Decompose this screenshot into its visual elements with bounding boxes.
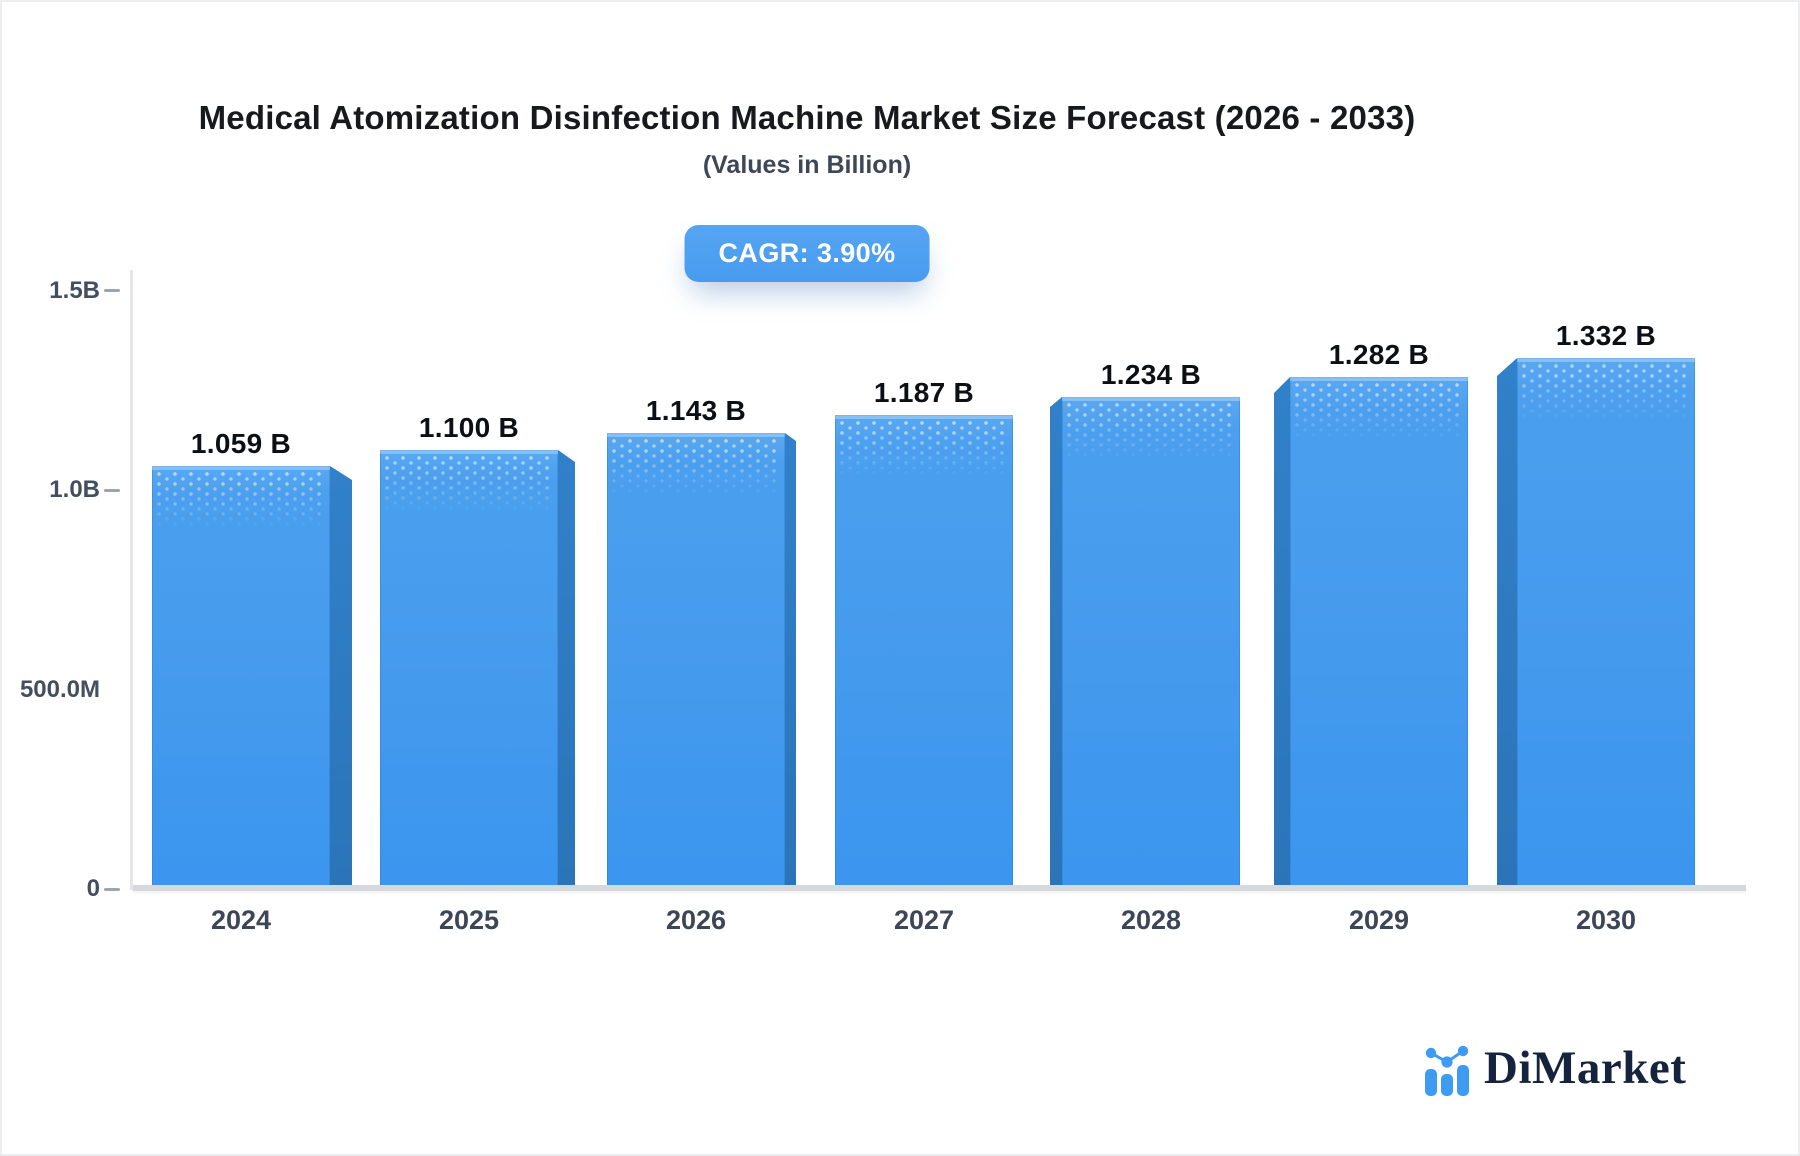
- x-axis-label-2024: 2024: [210, 905, 272, 935]
- bar-side-face: [785, 433, 796, 889]
- bar-side-face: [1497, 358, 1517, 889]
- x-axis-label-2027: 2027: [893, 905, 955, 935]
- cagr-badge: CAGR: 3.90%: [684, 225, 930, 282]
- bar-front-face: [152, 466, 330, 889]
- bar-side-face: [1274, 377, 1290, 889]
- y-axis-tick-mark: [104, 887, 120, 891]
- bar-2030: [1497, 358, 1695, 889]
- x-axis-label-2030: 2030: [1575, 905, 1637, 935]
- bar-2027: [835, 415, 1013, 889]
- bar-value-label: 1.332 B: [1555, 320, 1657, 351]
- bar-front-face: [1517, 358, 1695, 889]
- bar-side-face: [1050, 397, 1062, 889]
- bar-value-label: 1.187 B: [873, 377, 975, 408]
- y-axis-tick-label: 1.5B: [49, 276, 100, 304]
- x-axis-label-2026: 2026: [665, 905, 727, 935]
- x-axis-label-2028: 2028: [1120, 905, 1182, 935]
- bar-2025: [380, 450, 575, 889]
- x-axis-label-2025: 2025: [438, 905, 500, 935]
- bar-2026: [607, 433, 796, 889]
- chart-subtitle: (Values in Billion): [702, 151, 912, 179]
- bar-front-face: [380, 450, 558, 889]
- y-axis-tick-label: 1.0B: [49, 476, 100, 503]
- bar-front-face: [835, 415, 1013, 889]
- bar-value-label: 1.282 B: [1328, 339, 1430, 370]
- bar-2028: [1050, 397, 1240, 889]
- brand-watermark: DiMarket: [1422, 1040, 1686, 1096]
- y-axis-tick-label: 0: [86, 875, 100, 902]
- chart-title: Medical Atomization Disinfection Machine…: [198, 99, 1416, 136]
- bar-front-face: [607, 433, 785, 889]
- y-axis-tick-mark: [104, 289, 120, 292]
- y-axis-line: [130, 270, 133, 890]
- x-axis-baseline: [133, 885, 1746, 891]
- bar-value-label: 1.059 B: [190, 428, 292, 459]
- bar-value-label: 1.143 B: [645, 395, 747, 426]
- bar-value-label: 1.100 B: [418, 412, 520, 443]
- bar-value-label: 1.234 B: [1100, 359, 1202, 390]
- x-axis-label-2029: 2029: [1348, 905, 1410, 935]
- bar-side-face: [330, 466, 352, 889]
- y-axis-tick-mark: [104, 488, 120, 492]
- bar-chart-logo-icon: [1425, 1045, 1469, 1096]
- bar-front-face: [1062, 397, 1240, 889]
- bar-front-face: [1290, 377, 1468, 889]
- brand-name: DiMarket: [1484, 1042, 1687, 1094]
- bar-2029: [1274, 377, 1468, 889]
- bar-side-face: [558, 450, 575, 889]
- y-axis-tick-label: 500.0M: [19, 675, 100, 703]
- bar-2024: [152, 466, 352, 889]
